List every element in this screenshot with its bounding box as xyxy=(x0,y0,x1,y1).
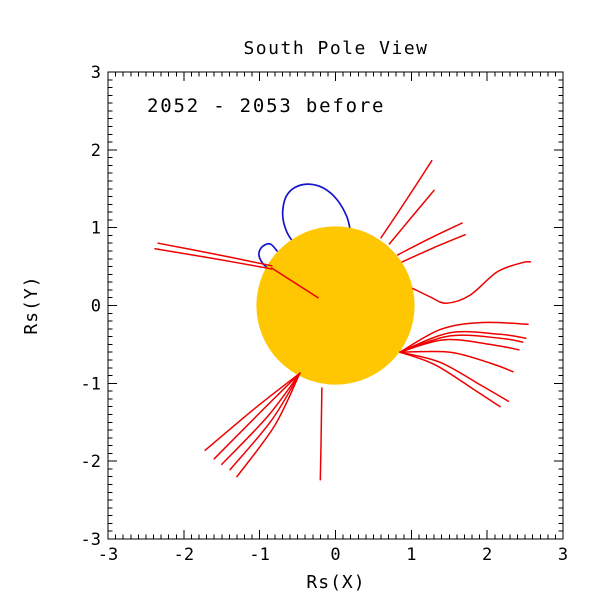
y-tick-label: -1 xyxy=(81,374,101,394)
x-tick-label: 0 xyxy=(330,545,340,565)
open-field-line xyxy=(401,233,466,263)
y-tick-label: 3 xyxy=(91,63,101,83)
x-axis-label: Rs(X) xyxy=(306,572,366,593)
open-field-line xyxy=(221,372,301,466)
open-field-line xyxy=(399,338,520,353)
plot-title: South Pole View xyxy=(243,38,429,59)
open-field-line xyxy=(399,351,510,402)
y-tick-label: 0 xyxy=(91,297,101,317)
open-field-line xyxy=(399,334,524,353)
y-axis-label: Rs(Y) xyxy=(21,275,42,335)
open-field-line xyxy=(399,321,529,353)
x-tick-label: -1 xyxy=(249,545,269,565)
x-tick-label: 2 xyxy=(482,545,492,565)
open-field-line xyxy=(236,372,301,478)
closed-field-line xyxy=(281,183,352,246)
open-field-line xyxy=(319,387,323,481)
open-field-line xyxy=(399,330,527,353)
x-tick-label: 1 xyxy=(406,545,416,565)
open-field-line xyxy=(399,351,501,408)
open-field-line xyxy=(399,350,514,373)
open-field-line xyxy=(157,242,273,267)
open-field-line xyxy=(412,260,532,304)
y-tick-label: 2 xyxy=(91,141,101,161)
open-field-line xyxy=(380,159,433,239)
y-tick-label: -2 xyxy=(81,452,101,472)
x-tick-label: -3 xyxy=(98,545,118,565)
open-field-line xyxy=(213,372,301,460)
open-field-line xyxy=(154,247,273,270)
open-field-line xyxy=(229,372,301,471)
sun-disk xyxy=(256,226,415,385)
x-tick-label: -2 xyxy=(174,545,194,565)
open-field-line xyxy=(396,222,463,256)
plot-annotation: 2052 - 2053 before xyxy=(147,95,386,117)
y-tick-label: 1 xyxy=(91,219,101,239)
open-field-line xyxy=(388,189,435,245)
x-tick-label: 3 xyxy=(558,545,568,565)
open-field-line xyxy=(204,372,301,452)
open-field-line xyxy=(271,267,319,299)
y-tick-label: -3 xyxy=(81,530,101,550)
